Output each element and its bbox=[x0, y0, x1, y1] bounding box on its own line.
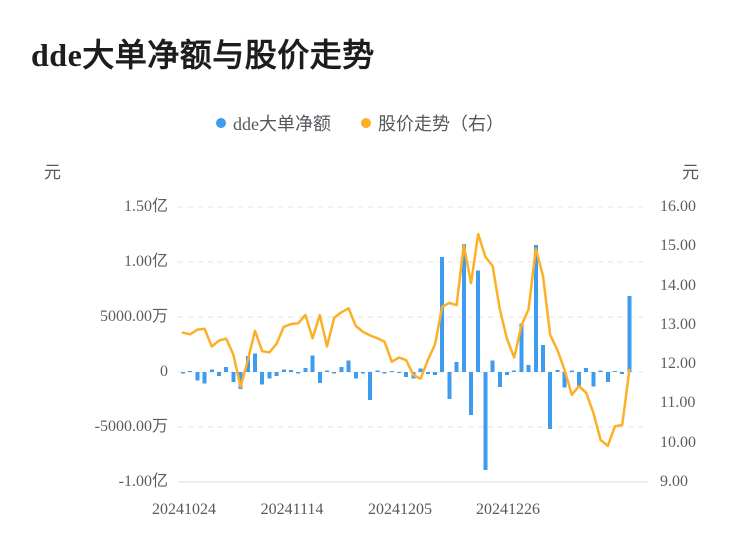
bar-dde-net bbox=[296, 372, 301, 374]
bar-dde-net bbox=[317, 372, 322, 383]
bar-dde-net bbox=[605, 372, 610, 382]
bar-dde-net bbox=[555, 369, 560, 372]
bar-dde-net bbox=[584, 368, 589, 372]
bar-dde-net bbox=[533, 244, 538, 372]
bar-dde-net bbox=[361, 372, 365, 374]
legend-label-price: 股价走势（右） bbox=[378, 114, 504, 134]
bar-dde-net bbox=[332, 372, 337, 374]
bar-dde-net bbox=[490, 360, 495, 372]
legend-dot-orange-icon bbox=[361, 118, 371, 128]
chart-legend: dde大单净额 股价走势（右） bbox=[0, 110, 720, 136]
bar-dde-net bbox=[433, 372, 437, 375]
price-line bbox=[181, 232, 631, 448]
right-axis-tick: 11.00 bbox=[660, 394, 696, 411]
x-axis-tick: 20241024 bbox=[152, 501, 216, 518]
left-axis-unit: 元 bbox=[44, 163, 61, 182]
bar-dde-net bbox=[569, 370, 574, 372]
bar-dde-net bbox=[303, 368, 308, 372]
legend-label-dde: dde大单净额 bbox=[233, 114, 331, 134]
right-axis-tick: 9.00 bbox=[660, 473, 688, 490]
bar-dde-net bbox=[541, 345, 545, 372]
bar-dde-net bbox=[526, 364, 531, 372]
bar-dde-net bbox=[440, 257, 445, 372]
bar-dde-net bbox=[253, 353, 257, 372]
bar-dde-net bbox=[209, 369, 214, 372]
bar-dde-net bbox=[497, 372, 502, 387]
bar-dde-net bbox=[613, 370, 617, 372]
right-axis-tick: 16.00 bbox=[660, 198, 696, 215]
bar-dde-net bbox=[620, 372, 625, 375]
right-axis-tick: 13.00 bbox=[660, 316, 696, 333]
bar-dde-net bbox=[310, 355, 315, 372]
bar-dde-net bbox=[238, 372, 243, 390]
bar-dde-net bbox=[404, 372, 409, 377]
bar-dde-net bbox=[519, 323, 524, 372]
bar-dde-net bbox=[389, 370, 394, 372]
bar-dde-net bbox=[591, 372, 596, 387]
legend-item-price: 股价走势（右） bbox=[361, 110, 504, 136]
bar-dde-net bbox=[505, 372, 509, 375]
bar-dde-net bbox=[469, 372, 473, 415]
bar-dde-net bbox=[447, 372, 452, 399]
bar-dde-net bbox=[346, 360, 351, 372]
chart-title: dde大单净额与股价走势 bbox=[31, 37, 375, 73]
bar-dde-net bbox=[577, 372, 581, 388]
bar-dde-net bbox=[548, 372, 553, 430]
bar-dde-net bbox=[562, 372, 567, 388]
bar-dde-net bbox=[627, 296, 632, 372]
bar-dde-net bbox=[289, 370, 293, 372]
bar-dde-net bbox=[598, 370, 603, 372]
bar-dde-net bbox=[188, 371, 193, 372]
bar-dde-net bbox=[382, 372, 387, 374]
right-axis-tick: 12.00 bbox=[660, 355, 696, 372]
right-axis-tick: 15.00 bbox=[660, 237, 696, 254]
left-axis-tick: -5000.00万 bbox=[94, 418, 168, 435]
right-axis-unit: 元 bbox=[682, 163, 699, 182]
bar-dde-net bbox=[476, 270, 481, 372]
left-axis-tick: 1.00亿 bbox=[123, 253, 168, 270]
bar-dde-net bbox=[512, 370, 517, 372]
x-axis-tick: 20241226 bbox=[476, 501, 540, 518]
left-axis-tick: 1.50亿 bbox=[123, 198, 168, 215]
bar-dde-net bbox=[368, 372, 373, 401]
bar-dde-net bbox=[274, 372, 279, 376]
bar-dde-net bbox=[217, 372, 221, 377]
bar-dde-net bbox=[397, 372, 401, 374]
bar-dde-net bbox=[353, 372, 358, 379]
bar-dde-net bbox=[281, 369, 286, 372]
bar-dde-net bbox=[195, 372, 200, 381]
bar-dde-net bbox=[224, 367, 229, 372]
bar-dde-net bbox=[260, 372, 265, 385]
bar-dde-net bbox=[202, 372, 207, 384]
left-axis-tick: 5000.00万 bbox=[99, 308, 168, 325]
x-axis-tick: 20241114 bbox=[260, 501, 324, 518]
bar-dde-net bbox=[231, 372, 236, 382]
left-axis-tick: -1.00亿 bbox=[118, 473, 168, 490]
bar-dde-net bbox=[454, 362, 459, 372]
bar-dde-net bbox=[375, 370, 380, 372]
legend-dot-blue-icon bbox=[216, 118, 226, 128]
bar-dde-net bbox=[425, 372, 430, 375]
bar-dde-net bbox=[325, 370, 329, 372]
bar-dde-net bbox=[267, 372, 272, 379]
x-axis-tick: 20241205 bbox=[368, 501, 432, 518]
right-axis-tick: 10.00 bbox=[660, 434, 696, 451]
bar-dde-net bbox=[461, 243, 466, 372]
bar-dde-net bbox=[483, 372, 488, 470]
bar-dde-net bbox=[418, 368, 423, 372]
legend-item-dde: dde大单净额 bbox=[216, 110, 331, 136]
right-axis-tick: 14.00 bbox=[660, 277, 696, 294]
bar-dde-net bbox=[181, 372, 185, 374]
left-axis-tick: 0 bbox=[160, 363, 168, 380]
bar-dde-net bbox=[339, 367, 344, 372]
